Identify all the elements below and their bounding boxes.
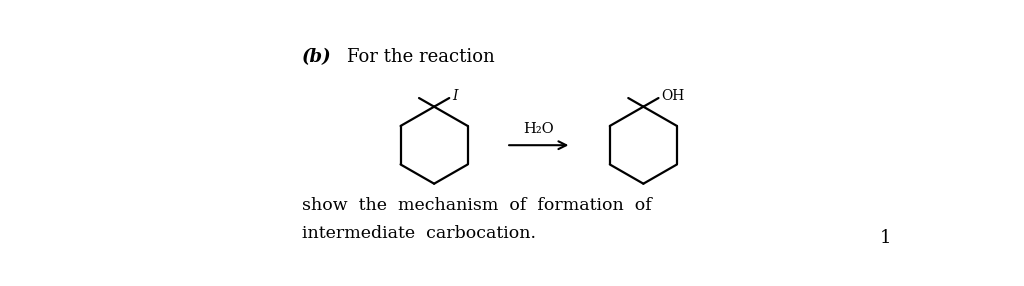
Text: show  the  mechanism  of  formation  of: show the mechanism of formation of [302, 197, 652, 214]
Text: intermediate  carbocation.: intermediate carbocation. [302, 225, 537, 242]
Text: (b): (b) [302, 48, 332, 66]
Text: OH: OH [662, 90, 684, 104]
Text: I: I [452, 90, 458, 104]
Text: H₂O: H₂O [523, 122, 554, 136]
Text: For the reaction: For the reaction [346, 48, 495, 66]
Text: 1: 1 [880, 229, 891, 247]
